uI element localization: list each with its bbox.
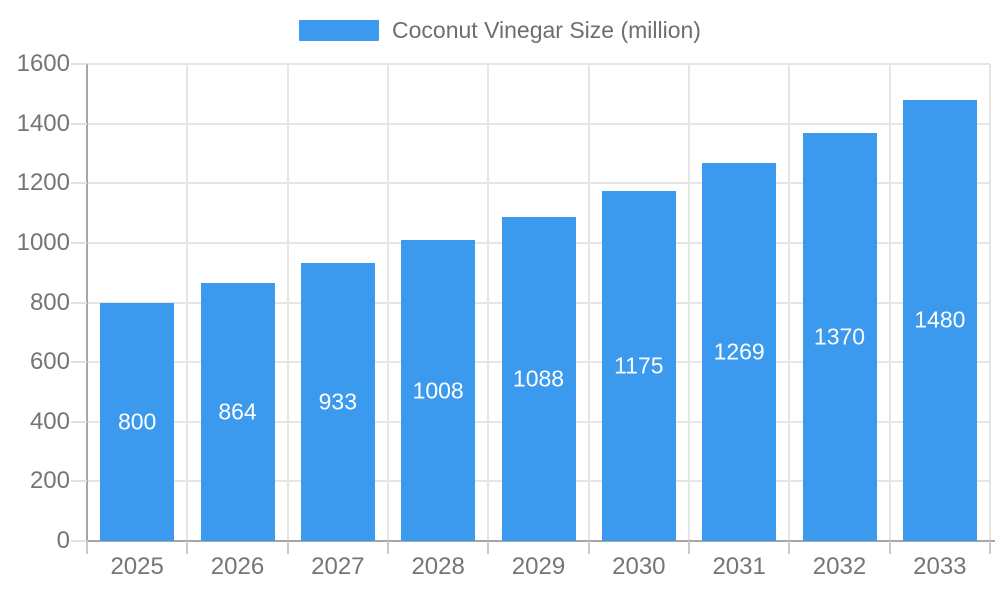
- legend[interactable]: Coconut Vinegar Size (million): [0, 17, 1000, 44]
- bar-value-label: 1008: [412, 377, 464, 404]
- y-axis-tick-label: 400: [29, 407, 70, 435]
- gridline-vertical: [688, 64, 690, 541]
- y-axis-tick-label: 1000: [16, 228, 70, 256]
- x-axis-tick: [487, 541, 490, 554]
- x-axis-tick-label: 2032: [812, 553, 867, 580]
- gridline-vertical: [387, 64, 389, 541]
- bar-2027[interactable]: 933: [300, 262, 375, 541]
- x-axis-tick: [888, 541, 891, 554]
- bar-2033[interactable]: 1480: [902, 99, 977, 541]
- bar-value-label: 1088: [512, 365, 565, 392]
- legend-swatch-icon: [299, 20, 380, 41]
- x-axis-tick: [788, 541, 791, 554]
- bar-2026[interactable]: 864: [200, 283, 275, 541]
- x-axis-tick: [286, 541, 289, 554]
- y-axis-line: [86, 64, 88, 541]
- bar-2030[interactable]: 1175: [601, 190, 676, 541]
- y-axis-tick: [71, 301, 87, 304]
- bar-value-label: 933: [318, 388, 358, 415]
- gridline-horizontal: [87, 122, 990, 125]
- x-axis-tick-label: 2033: [913, 553, 967, 580]
- bar-2031[interactable]: 1269: [702, 162, 777, 541]
- bar-value-label: 800: [117, 408, 157, 435]
- y-axis-tick: [71, 420, 87, 423]
- gridline-vertical: [587, 64, 590, 541]
- bar-value-label: 864: [218, 398, 257, 425]
- x-axis-tick-label: 2025: [110, 553, 164, 580]
- x-axis-tick: [587, 541, 590, 554]
- y-axis-tick: [71, 361, 87, 364]
- bar-2029[interactable]: 1088: [501, 216, 576, 541]
- y-axis-tick-label: 600: [29, 348, 70, 376]
- x-axis-tick: [688, 541, 690, 554]
- gridline-vertical: [186, 64, 189, 541]
- x-axis-tick-label: 2030: [612, 553, 666, 580]
- x-axis-line: [86, 540, 995, 542]
- gridline-horizontal: [87, 63, 990, 65]
- x-axis-tick-label: 2026: [210, 553, 265, 580]
- y-axis-tick: [71, 63, 87, 65]
- gridline-vertical: [989, 64, 991, 541]
- bar-value-label: 1175: [614, 352, 664, 379]
- y-axis-tick: [71, 241, 87, 244]
- y-axis-tick: [71, 122, 87, 125]
- legend-label: Coconut Vinegar Size (million): [392, 17, 701, 43]
- y-axis-tick-label: 1600: [16, 50, 70, 77]
- y-axis-tick: [71, 182, 87, 185]
- gridline-horizontal: [87, 182, 990, 185]
- x-axis-tick: [86, 541, 88, 554]
- bar-2032[interactable]: 1370: [802, 132, 877, 541]
- bar-value-label: 1370: [813, 323, 866, 350]
- y-axis-tick-label: 1400: [16, 109, 70, 137]
- x-axis-tick: [186, 541, 189, 554]
- y-axis-tick-label: 800: [29, 288, 70, 316]
- bar-2025[interactable]: 800: [100, 302, 175, 541]
- x-axis-tick: [387, 541, 389, 554]
- gridline-vertical: [286, 64, 289, 541]
- x-axis-tick: [989, 541, 991, 554]
- x-axis-tick-label: 2027: [311, 553, 365, 580]
- x-axis-tick-label: 2028: [411, 553, 465, 580]
- bar-value-label: 1480: [914, 306, 966, 333]
- bar-value-label: 1269: [713, 338, 765, 365]
- x-axis-tick-label: 2029: [511, 553, 566, 580]
- y-axis-tick: [71, 540, 87, 542]
- y-axis-tick-label: 200: [29, 467, 70, 495]
- gridline-vertical: [788, 64, 791, 541]
- y-axis-tick: [71, 480, 87, 483]
- y-axis-tick-label: 1200: [16, 169, 70, 197]
- gridline-vertical: [487, 64, 490, 541]
- gridline-vertical: [888, 64, 891, 541]
- bar-2028[interactable]: 1008: [401, 240, 476, 541]
- y-axis-tick-label: 0: [56, 527, 70, 554]
- x-axis-tick-label: 2031: [712, 553, 766, 580]
